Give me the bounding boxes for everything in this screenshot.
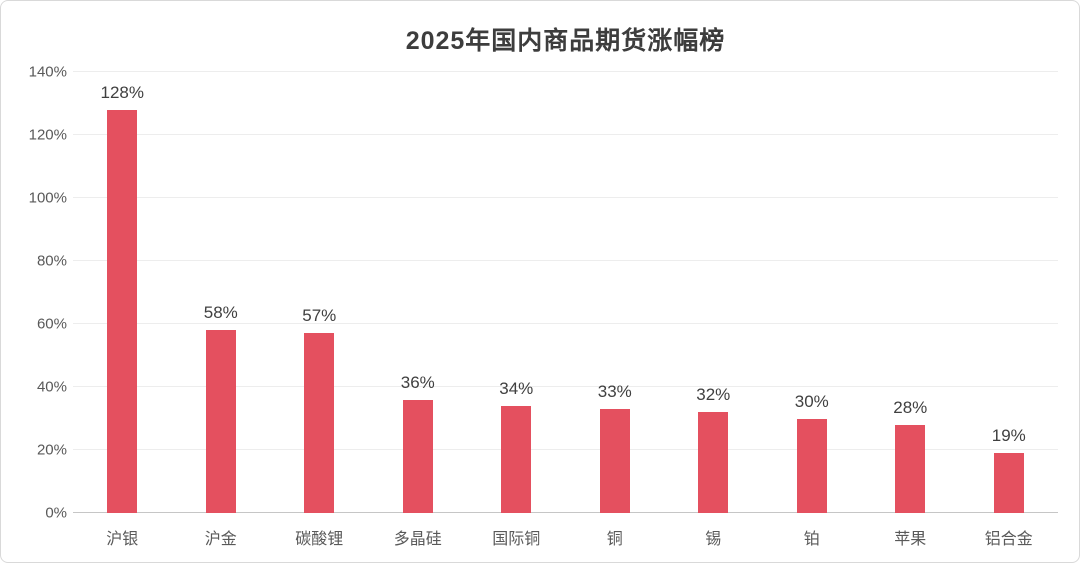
gridline (73, 197, 1058, 198)
bar (599, 409, 630, 513)
gridline (73, 71, 1058, 72)
bar-value-label: 32% (696, 385, 731, 405)
gridline (73, 386, 1058, 387)
gridline (73, 323, 1058, 324)
bar (501, 405, 532, 513)
bar-slot: 36% 多晶硅 (369, 72, 468, 548)
x-category-label: 多晶硅 (393, 531, 442, 548)
y-axis-labels: 0% 20% 40% 60% 80% 100% 120% 140% (9, 64, 67, 522)
bar (402, 399, 433, 513)
bar-value-label: 33% (597, 382, 632, 402)
bar (205, 330, 236, 513)
x-category-label: 沪金 (204, 531, 237, 548)
bar (796, 418, 827, 513)
x-category-label: 锡 (705, 531, 722, 548)
x-category-label: 铜 (606, 531, 623, 548)
bar-slot: 28% 苹果 (861, 72, 960, 548)
bar (895, 424, 926, 513)
x-category-label: 铝合金 (984, 531, 1033, 548)
x-category-label: 国际铜 (492, 531, 541, 548)
y-tick-label: 120% (28, 126, 67, 144)
bar-slot: 30% 铂 (763, 72, 862, 549)
x-category-label: 沪银 (106, 531, 139, 548)
bar-value-label: 28% (893, 397, 928, 417)
bar-slot: 33% 铜 (566, 72, 665, 548)
bar-slot: 19% 铝合金 (960, 72, 1059, 548)
plot-area: 128% 沪银 58% 沪金 57% 碳酸锂 36% 多晶硅 34% 国际铜 33% 铜 32% 锡 30%… (73, 71, 1059, 549)
bar-value-label: 58% (203, 303, 238, 323)
gridline (73, 260, 1058, 261)
y-tick-label: 100% (28, 189, 67, 207)
y-tick-label: 80% (36, 252, 67, 270)
gridline (73, 134, 1058, 135)
y-tick-label: 40% (36, 378, 67, 396)
bar-slot: 58% 沪金 (172, 72, 271, 548)
bar (698, 412, 729, 513)
bars-container: 128% 沪银 58% 沪金 57% 碳酸锂 36% 多晶硅 34% 国际铜 33% 铜 32% 锡 30%… (73, 72, 1059, 549)
bar-slot: 128% 沪银 (73, 72, 172, 548)
chart-title: 2025年国内商品期货涨幅榜 (405, 27, 726, 55)
y-tick-label: 0% (45, 504, 67, 522)
y-tick-label: 20% (36, 441, 67, 459)
bar-slot: 57% 碳酸锂 (270, 72, 369, 548)
bar-value-label: 19% (991, 426, 1026, 446)
bar-value-label: 128% (100, 82, 144, 102)
bar-value-label: 57% (302, 306, 337, 326)
y-tick-label: 60% (36, 315, 67, 333)
gridline (73, 512, 1058, 513)
bar (993, 453, 1024, 513)
x-category-label: 铂 (803, 531, 820, 548)
bar-value-label: 34% (499, 378, 534, 398)
bar-value-label: 30% (794, 391, 829, 411)
y-tick-label: 140% (28, 63, 67, 81)
gridline (73, 449, 1058, 450)
bar (304, 333, 335, 513)
bar-slot: 32% 锡 (664, 72, 763, 548)
bar (107, 109, 138, 513)
bar-value-label: 36% (400, 372, 435, 392)
bar-slot: 34% 国际铜 (467, 72, 566, 548)
x-category-label: 苹果 (894, 531, 927, 548)
x-category-label: 碳酸锂 (295, 531, 344, 548)
